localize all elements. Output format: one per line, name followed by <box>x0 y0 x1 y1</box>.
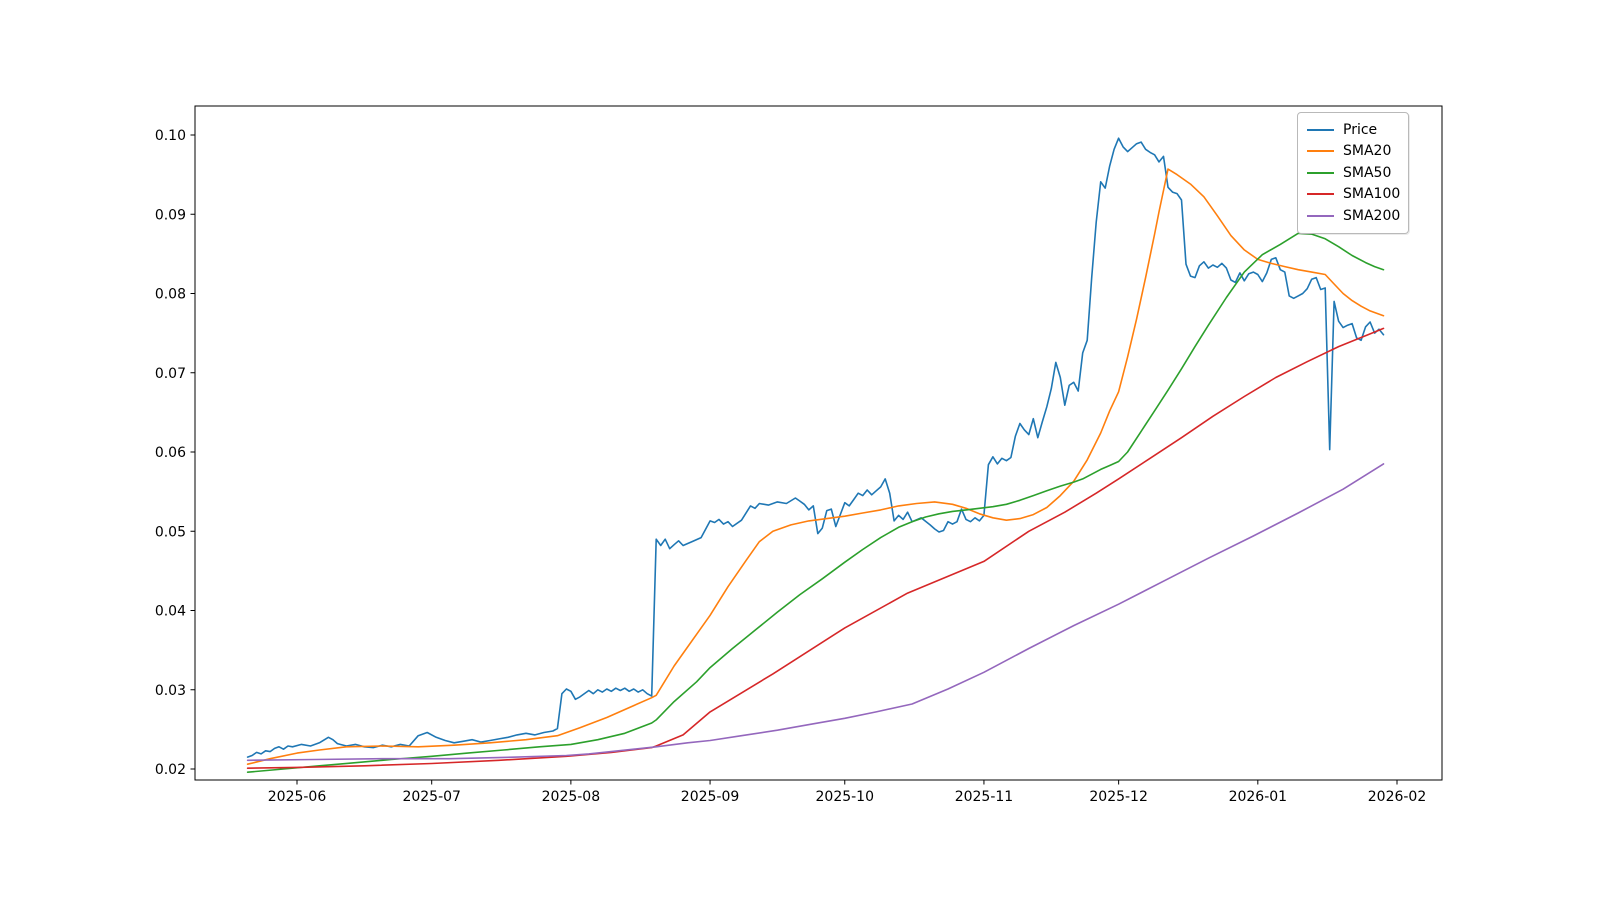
y-tick-label: 0.02 <box>155 762 186 778</box>
x-tick-label: 2025-08 <box>542 789 601 805</box>
x-tick-label: 2026-01 <box>1229 789 1288 805</box>
legend-item-sma200: SMA200 <box>1307 205 1401 227</box>
x-tick-label: 2025-06 <box>268 789 327 805</box>
x-tick-label: 2025-11 <box>955 789 1014 805</box>
legend-line-sample <box>1307 150 1334 153</box>
x-tick-label: 2025-10 <box>816 789 875 805</box>
series-line-sma100 <box>246 327 1385 770</box>
x-tick-label: 2026-02 <box>1368 789 1427 805</box>
legend: Price SMA20 SMA50 SMA100 SMA200 <box>1297 112 1409 234</box>
y-tick-label: 0.08 <box>155 287 186 303</box>
y-tick-label: 0.03 <box>155 683 186 699</box>
legend-label: SMA50 <box>1343 164 1392 181</box>
y-tick-label: 0.07 <box>155 366 186 382</box>
y-tick-label: 0.05 <box>155 524 186 540</box>
series-group <box>246 137 1385 774</box>
legend-label: SMA20 <box>1343 143 1392 160</box>
x-tick-label: 2025-12 <box>1089 789 1148 805</box>
series-line-sma50 <box>246 232 1385 774</box>
legend-item-sma100: SMA100 <box>1307 184 1401 206</box>
legend-line-sample <box>1307 193 1334 196</box>
y-tick-label: 0.04 <box>155 604 186 620</box>
x-tick-label: 2025-07 <box>402 789 461 805</box>
series-line-sma200 <box>246 463 1385 762</box>
y-tick-label: 0.10 <box>155 128 186 144</box>
legend-item-sma20: SMA20 <box>1307 141 1399 163</box>
legend-line-sample <box>1307 128 1334 131</box>
legend-label: SMA100 <box>1343 186 1401 203</box>
legend-line-sample <box>1307 214 1334 217</box>
y-axis: 0.02 0.03 0.04 0.05 0.06 0.07 0.08 0.09 0.10 <box>155 128 195 778</box>
series-line-price <box>246 137 1385 758</box>
axes-frame <box>194 105 1443 781</box>
legend-label: SMA200 <box>1343 207 1401 224</box>
legend-item-price: Price <box>1307 119 1399 141</box>
series-line-sma20 <box>246 168 1385 766</box>
legend-line-sample <box>1307 171 1334 174</box>
y-tick-label: 0.06 <box>155 445 186 461</box>
y-tick-label: 0.09 <box>155 207 186 223</box>
x-tick-label: 2025-09 <box>681 789 740 805</box>
legend-label: Price <box>1343 121 1378 138</box>
x-axis: 2025-06 2025-07 2025-08 2025-09 2025-10 2025-… <box>268 780 1427 805</box>
legend-item-sma50: SMA50 <box>1307 162 1399 184</box>
